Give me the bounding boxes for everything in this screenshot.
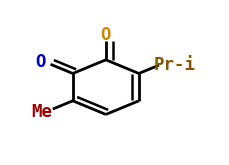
Text: Pr-i: Pr-i — [153, 56, 196, 74]
Text: Me: Me — [31, 103, 52, 121]
Text: O: O — [35, 53, 46, 71]
Text: O: O — [101, 26, 111, 44]
